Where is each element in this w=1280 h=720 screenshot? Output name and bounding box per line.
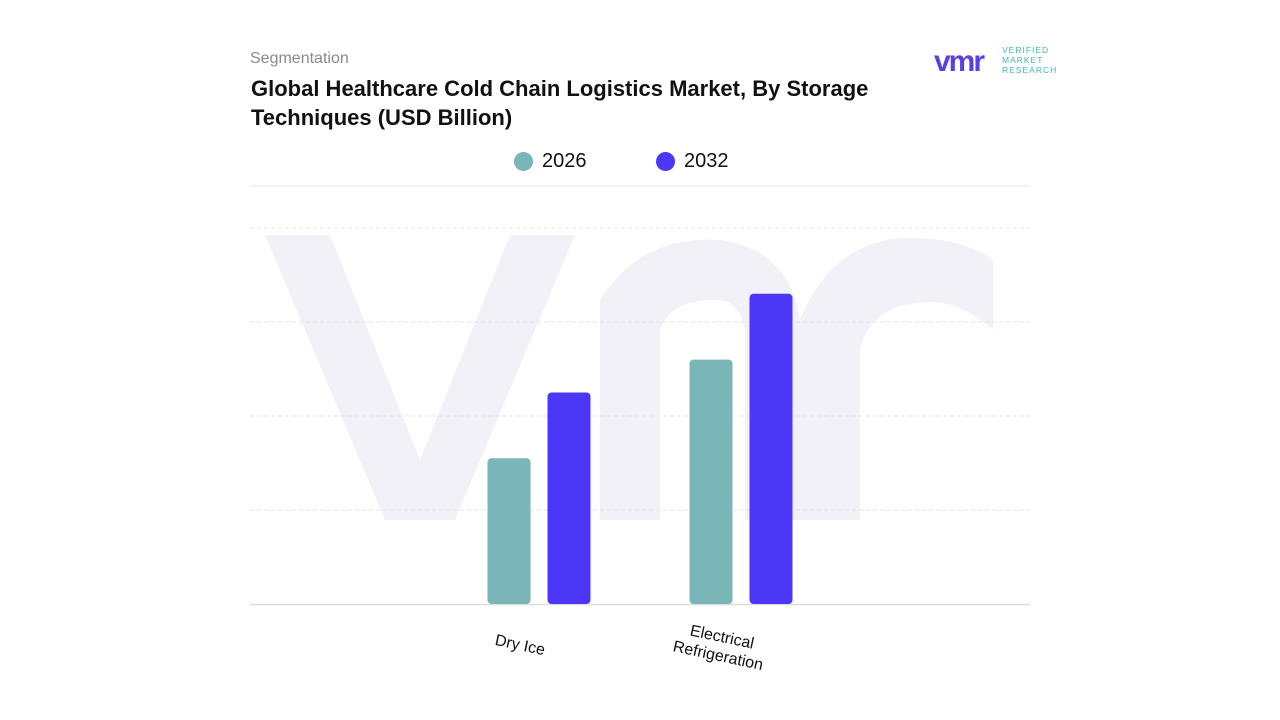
x-tick-label-2: ElectricalRefrigeration xyxy=(671,620,768,674)
bar-2032-2 xyxy=(749,293,793,604)
vmr-logo: vmr VERIFIED MARKET RESEARCH xyxy=(934,45,1057,78)
logo-line2: MARKET xyxy=(1002,55,1043,65)
legend-item-2032: 2032 xyxy=(656,146,729,176)
legend-label-2026: 2026 xyxy=(542,149,587,172)
logo-line3: RESEARCH xyxy=(1002,65,1057,75)
x-tick-label-line: Dry Ice xyxy=(493,632,546,659)
legend-swatch-2032 xyxy=(656,151,675,171)
page-subtitle: Segmentation xyxy=(250,50,349,67)
logo-mark: vmr xyxy=(934,45,985,78)
legend-label-2032: 2032 xyxy=(684,149,729,172)
x-tick-label-1: Dry Ice xyxy=(493,632,546,659)
bar-2026-1 xyxy=(487,458,531,604)
chart-title: Global Healthcare Cold Chain Logistics M… xyxy=(251,76,869,130)
bar-2032-1 xyxy=(547,392,591,604)
bar-2026-2 xyxy=(689,359,733,604)
logo-line1: VERIFIED xyxy=(1002,45,1049,55)
legend-item-2026: 2026 xyxy=(514,146,587,176)
vmr-watermark xyxy=(265,235,993,520)
x-tick-labels: Dry Ice ElectricalRefrigeration xyxy=(493,620,768,674)
bars xyxy=(487,293,793,604)
legend-swatch-2026 xyxy=(514,151,533,171)
grid-lines xyxy=(250,185,1030,606)
